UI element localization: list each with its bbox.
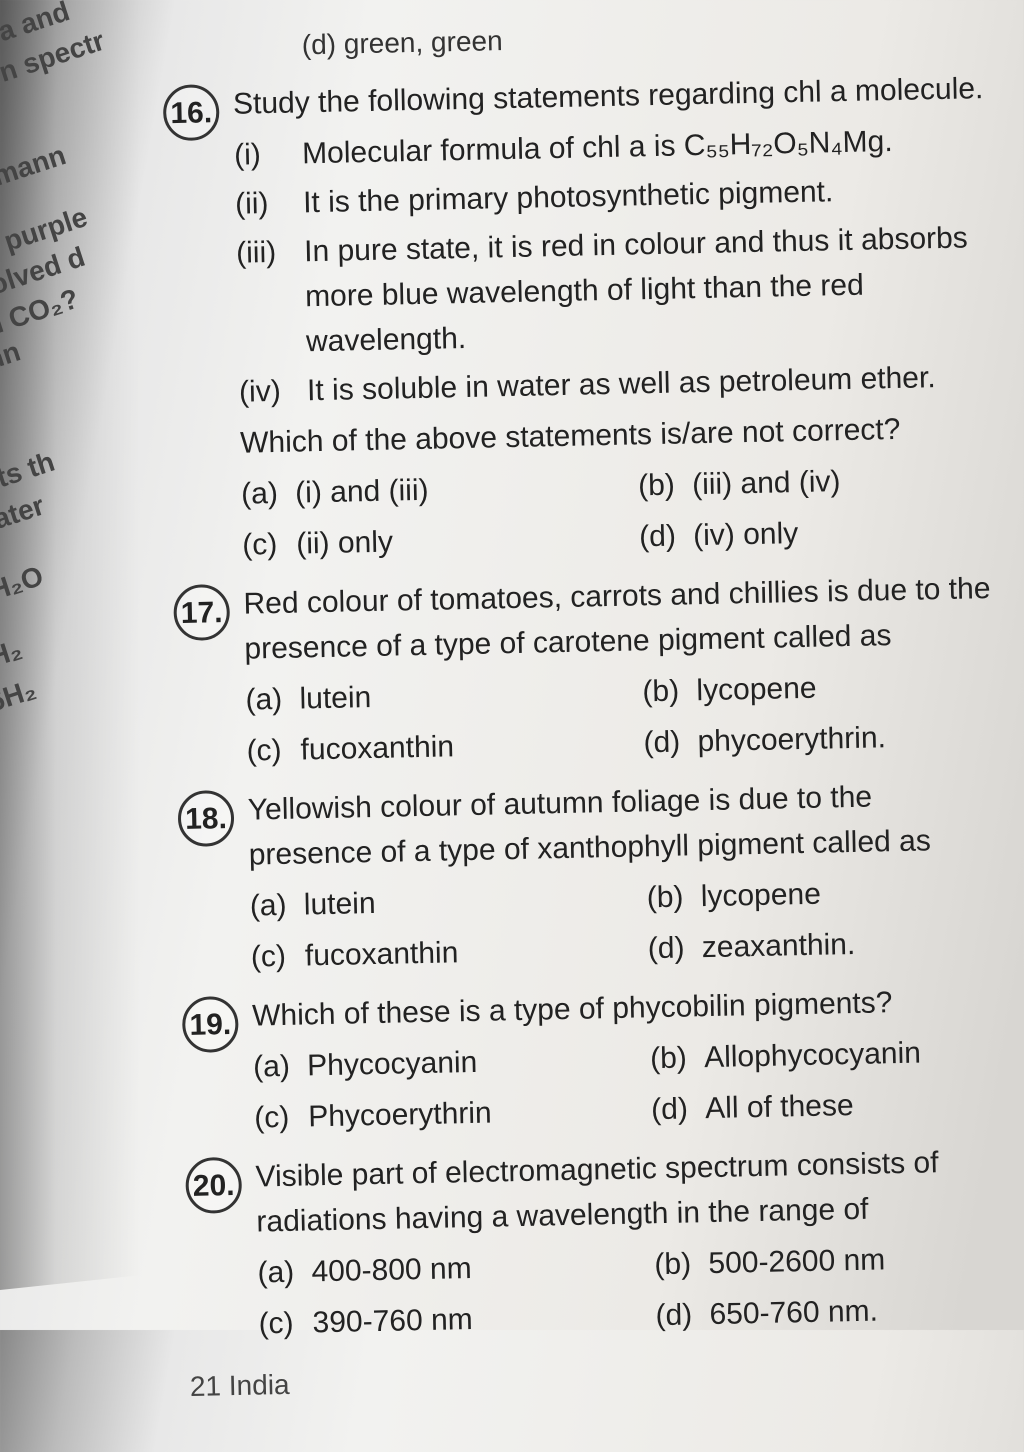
opt-label: (b) xyxy=(638,462,683,508)
question-19: 19. Which of these is a type of phycobil… xyxy=(182,978,1009,1142)
opt-text: (i) and (iii) xyxy=(295,464,599,515)
opt-label: (a) xyxy=(245,677,290,723)
opt-label: (c) xyxy=(258,1301,303,1347)
opt-text: lutein xyxy=(299,670,603,721)
option-a: (a)(i) and (iii) xyxy=(241,464,599,516)
option-c: (c)390-760 nm xyxy=(258,1294,616,1346)
option-a: (a)lutein xyxy=(249,876,607,928)
opt-label: (b) xyxy=(650,1035,695,1081)
question-stem: Study the following statements regarding… xyxy=(233,66,988,127)
opt-label: (c) xyxy=(242,522,287,568)
option-grid: (a)lutein (b)lycopene (c)fucoxanthin (d)… xyxy=(249,868,1005,980)
option-c: (c)(ii) only xyxy=(242,515,600,567)
opt-label: (a) xyxy=(253,1044,298,1090)
option-b: (b)(iii) and (iv) xyxy=(638,456,996,508)
opt-text: zeaxanthin. xyxy=(701,919,1005,970)
option-grid: (a)Phycocyanin (b)Allophycocyanin (c)Phy… xyxy=(253,1029,1009,1141)
opt-text: (iii) and (iv) xyxy=(692,456,996,507)
roman-statement-list: (i) Molecular formula of chl a is C₅₅H₇₂… xyxy=(234,117,994,415)
option-grid: (a)lutein (b)lycopene (c)fucoxanthin (d)… xyxy=(245,662,1001,774)
option-b: (b)500-2600 nm xyxy=(654,1235,1012,1287)
option-c: (c)fucoxanthin xyxy=(250,927,608,979)
opt-label: (d) xyxy=(655,1292,700,1338)
opt-text: (iv) only xyxy=(693,507,997,558)
opt-text: lycopene xyxy=(700,868,1004,919)
question-number-circle: 19. xyxy=(182,996,239,1053)
roman-text: In pure state, it is red in colour and t… xyxy=(304,215,993,364)
opt-text: 500-2600 nm xyxy=(708,1235,1012,1286)
question-stem: Red colour of tomatoes, carrots and chil… xyxy=(243,566,999,672)
question-16: 16. Study the following statements regar… xyxy=(163,66,997,569)
option-b: (b)Allophycocyanin xyxy=(650,1029,1008,1081)
opt-label: (b) xyxy=(646,874,691,920)
question-number-circle: 20. xyxy=(185,1157,242,1214)
roman-label: (iv) xyxy=(239,368,298,414)
opt-text: (ii) only xyxy=(296,515,600,566)
roman-label: (ii) xyxy=(235,181,294,227)
question-stem: Which of these is a type of phycobilin p… xyxy=(252,978,1007,1039)
opt-text: Phycoerythrin xyxy=(308,1088,612,1139)
opt-text: Allophycocyanin xyxy=(704,1029,1008,1080)
option-c: (c)fucoxanthin xyxy=(246,721,604,773)
roman-label: (i) xyxy=(234,132,293,178)
opt-label: (a) xyxy=(257,1250,302,1296)
opt-text: fucoxanthin xyxy=(304,927,608,978)
question-number-circle: 18. xyxy=(177,790,234,847)
question-20: 20. Visible part of electromagnetic spec… xyxy=(185,1139,1013,1348)
opt-text: 400-800 nm xyxy=(311,1243,615,1294)
truncated-next-question: 21 India xyxy=(189,1349,1014,1408)
opt-label: (d) xyxy=(643,719,688,765)
truncated-previous-option: (d) green, green xyxy=(301,10,986,66)
question-stem: Yellowish colour of autumn foliage is du… xyxy=(247,772,1003,878)
option-d: (d)phycoerythrin. xyxy=(643,713,1001,765)
opt-label: (d) xyxy=(647,925,692,971)
opt-text: 390-760 nm xyxy=(312,1294,616,1345)
opt-text: fucoxanthin xyxy=(300,721,604,772)
roman-item: (iii) In pure state, it is red in colour… xyxy=(236,215,993,366)
option-a: (a)400-800 nm xyxy=(257,1243,615,1295)
option-d: (d)(iv) only xyxy=(639,507,997,559)
opt-text: lycopene xyxy=(696,662,1000,713)
opt-text: 650-760 nm. xyxy=(709,1286,1013,1337)
opt-label: (b) xyxy=(654,1241,699,1287)
option-c: (c)Phycoerythrin xyxy=(254,1088,612,1140)
opt-text: lutein xyxy=(303,876,607,927)
opt-text: phycoerythrin. xyxy=(697,713,1001,764)
opt-label: (c) xyxy=(254,1095,299,1141)
opt-label: (a) xyxy=(241,471,286,517)
option-a: (a)Phycocyanin xyxy=(253,1037,611,1089)
roman-label: (iii) xyxy=(236,230,297,366)
option-d: (d)zeaxanthin. xyxy=(647,919,1005,971)
option-a: (a)lutein xyxy=(245,670,603,722)
question-stem: Visible part of electromagnetic spectrum… xyxy=(255,1139,1011,1245)
question-number-circle: 16. xyxy=(163,84,220,141)
option-b: (b)lycopene xyxy=(642,662,1000,714)
page-content: (d) green, green 16. Study the following… xyxy=(0,0,1024,1452)
opt-text: All of these xyxy=(705,1080,1009,1131)
question-18: 18. Yellowish colour of autumn foliage i… xyxy=(177,772,1005,981)
opt-label: (c) xyxy=(250,934,295,980)
opt-label: (c) xyxy=(246,728,291,774)
option-grid: (a)(i) and (iii) (b)(iii) and (iv) (c)(i… xyxy=(241,456,997,568)
which-line: Which of the above statements is/are not… xyxy=(240,405,995,466)
opt-label: (d) xyxy=(651,1086,696,1132)
opt-label: (d) xyxy=(639,513,684,559)
opt-text: Phycocyanin xyxy=(307,1037,611,1088)
question-17: 17. Red colour of tomatoes, carrots and … xyxy=(173,566,1001,775)
opt-label: (b) xyxy=(642,668,687,714)
question-number-circle: 17. xyxy=(173,584,230,641)
option-d: (d)All of these xyxy=(651,1080,1009,1132)
roman-text: It is soluble in water as well as petrol… xyxy=(307,354,994,413)
option-b: (b)lycopene xyxy=(646,868,1004,920)
option-d: (d)650-760 nm. xyxy=(655,1286,1013,1338)
opt-label: (a) xyxy=(249,883,294,929)
